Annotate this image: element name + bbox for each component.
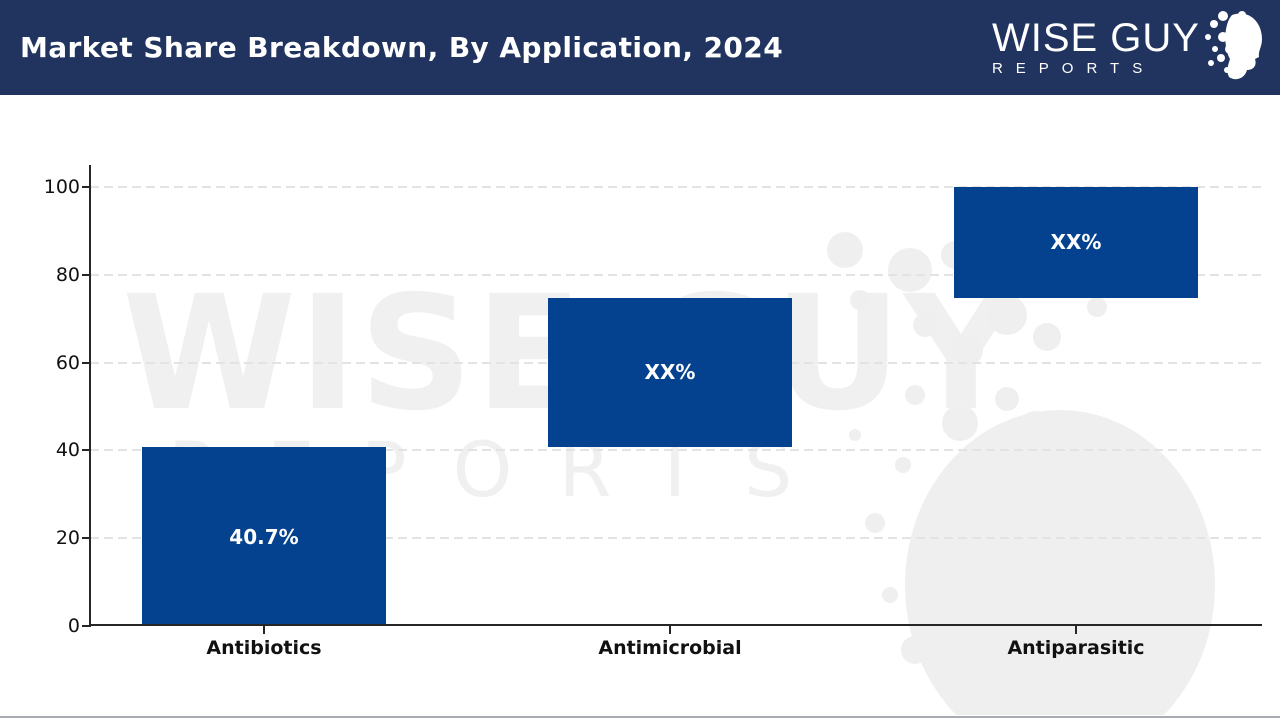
x-tick [263, 626, 265, 634]
bar-antimicrobial [548, 297, 792, 448]
y-tick-label: 20 [55, 527, 80, 550]
logo-reports-text: REPORTS [991, 60, 1156, 77]
y-tick [82, 449, 90, 452]
x-category-label: Antiparasitic [1007, 637, 1145, 659]
y-tick-label: 40 [55, 439, 80, 462]
y-tick-label: 80 [55, 263, 80, 286]
footer-divider-line [0, 716, 1280, 718]
y-gridline [90, 186, 1262, 188]
wise-guy-reports-logo: WISE GUY REPORTS [992, 7, 1280, 89]
logo-text: WISE GUY REPORTS [992, 18, 1200, 77]
y-tick [82, 625, 90, 627]
y-tick [82, 186, 90, 188]
bar-value-label: 40.7% [229, 524, 299, 549]
x-axis-line [89, 624, 1262, 626]
y-tick-label: 0 [67, 615, 80, 637]
x-category-label: Antibiotics [206, 637, 322, 659]
y-tick [82, 361, 90, 364]
y-gridline [90, 449, 1262, 452]
x-tick [669, 626, 671, 634]
bar-value-label: XX% [644, 360, 696, 385]
y-tick-label: 100 [43, 176, 80, 198]
y-tick [82, 273, 90, 276]
chart-title: Market Share Breakdown, By Application, … [20, 31, 784, 64]
x-category-label: Antimicrobial [598, 637, 742, 659]
y-tick [82, 537, 90, 540]
y-gridline [90, 273, 1262, 276]
header-bar: Market Share Breakdown, By Application, … [0, 0, 1280, 95]
x-tick [1075, 626, 1077, 634]
bar-value-label: XX% [1050, 230, 1102, 255]
bar-antibiotics [142, 447, 386, 626]
y-gridline [90, 537, 1262, 540]
logo-face-icon [1202, 7, 1266, 89]
logo-wise-guy-text: WISE GUY [991, 16, 1200, 60]
y-axis-spine [89, 165, 91, 627]
y-tick-label: 60 [55, 351, 80, 374]
bar-antiparasitic [954, 187, 1198, 298]
